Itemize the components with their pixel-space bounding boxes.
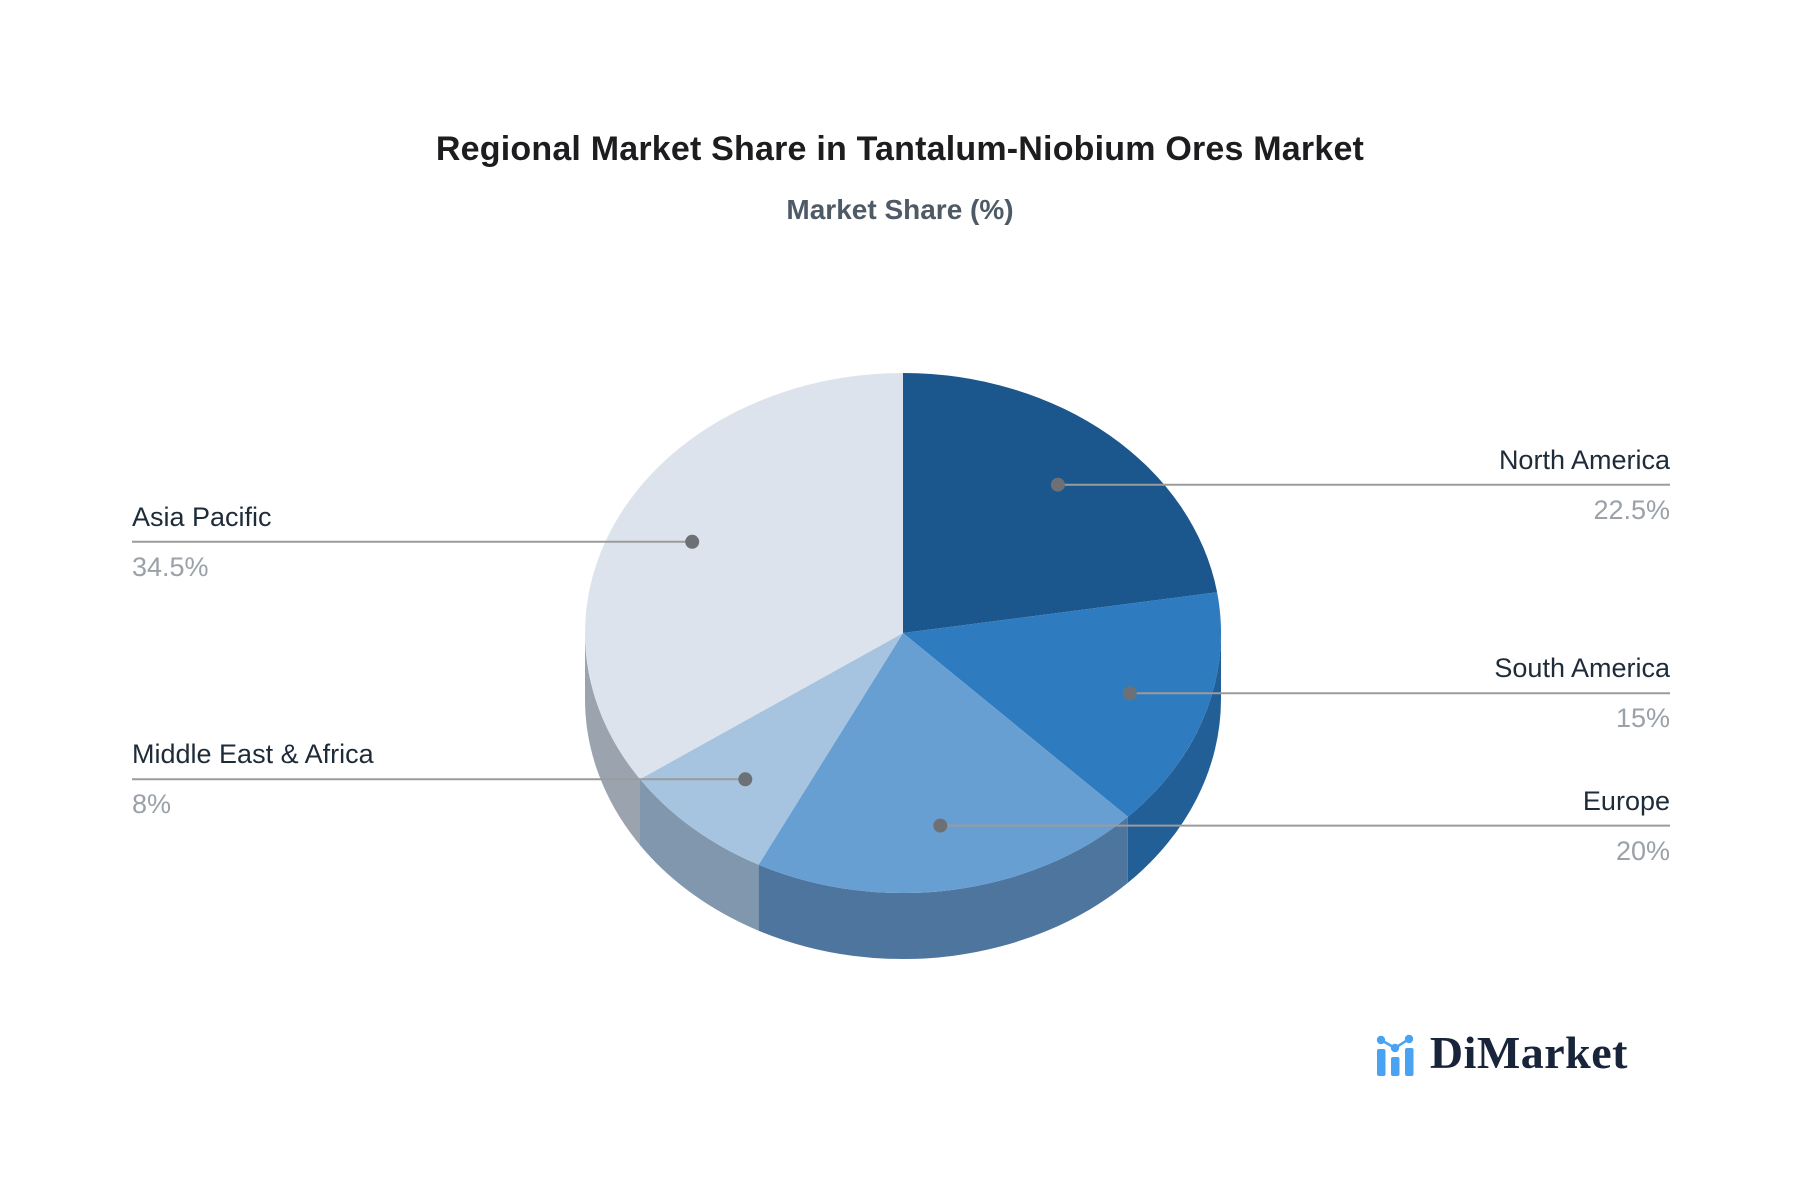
slice-label-name: North America	[1498, 444, 1670, 475]
pie-slice	[903, 373, 1218, 633]
pie-slice-side	[585, 633, 640, 846]
pie-slice-side	[1127, 633, 1221, 883]
leader-dot	[1050, 477, 1065, 492]
leader-dot	[685, 534, 700, 549]
pie-slice	[640, 633, 903, 865]
leader-dot	[738, 772, 753, 787]
chart-subtitle: Market Share (%)	[786, 194, 1014, 225]
slice-label-value: 34.5%	[132, 551, 209, 582]
bar-line-chart-icon	[1376, 1034, 1414, 1076]
slice-label-name: South America	[1494, 653, 1670, 684]
pie-slice-side	[758, 816, 1128, 960]
pie-slice	[758, 633, 1128, 894]
slice-label-name: Middle East & Africa	[132, 739, 374, 770]
slice-label-value: 8%	[132, 789, 172, 820]
slice-label-value: 20%	[1615, 835, 1670, 866]
slice-label-name: Asia Pacific	[132, 501, 272, 532]
pie-slice	[903, 592, 1222, 817]
leader-dot	[933, 818, 948, 833]
pie-slice-side	[640, 779, 759, 931]
slice-label-value: 22.5%	[1593, 494, 1670, 525]
brand-logo: DiMarket	[1374, 1030, 1628, 1076]
logo-text: DiMarket	[1429, 1027, 1628, 1078]
leader-dot	[1122, 686, 1137, 701]
slice-label-name: Europe	[1582, 785, 1670, 816]
chart-title: Regional Market Share in Tantalum-Niobiu…	[435, 130, 1365, 168]
pie-slice	[585, 373, 903, 780]
slice-label-value: 15%	[1615, 703, 1670, 734]
